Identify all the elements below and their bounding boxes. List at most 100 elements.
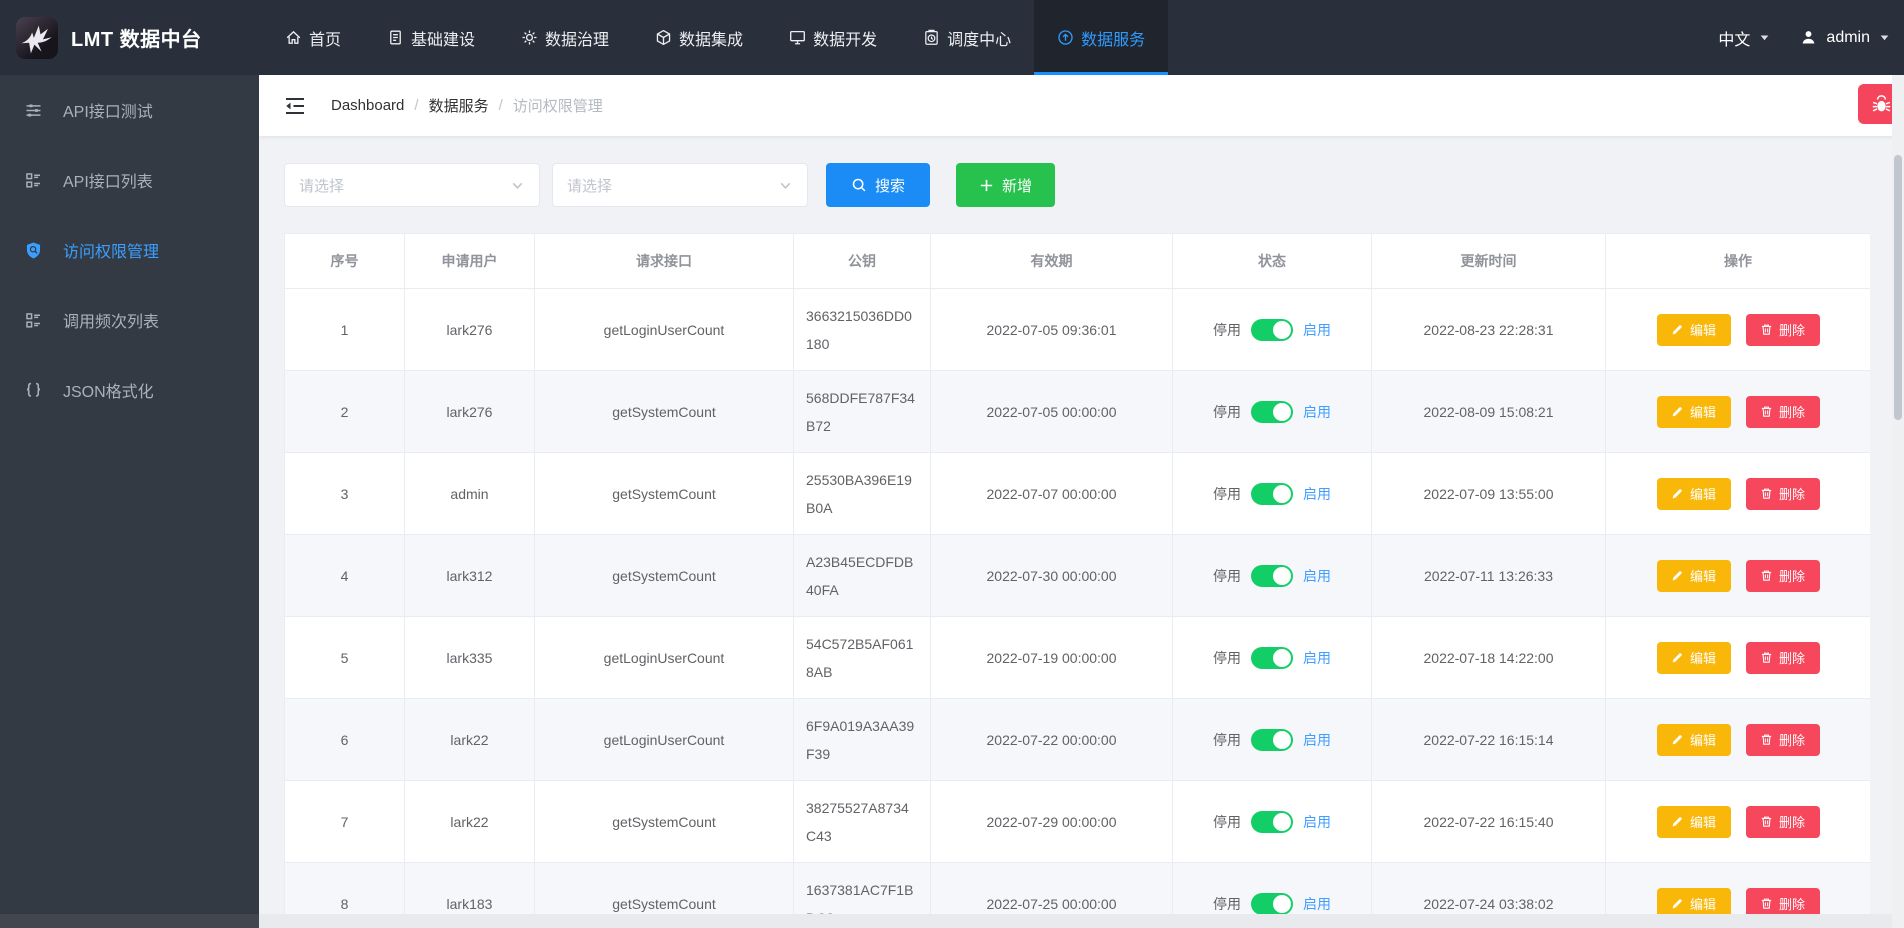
status-off-label: 停用: [1213, 649, 1241, 666]
cell-key: 3663215036DD0180: [793, 288, 931, 371]
sidebar-item-2[interactable]: API接口列表: [0, 145, 259, 215]
status-control: 停用 启用: [1173, 400, 1371, 423]
nav-item-4[interactable]: 数据集成: [632, 0, 766, 75]
toggle-knob: [1273, 648, 1291, 667]
sidebar-item-1[interactable]: API接口测试: [0, 75, 259, 145]
cell-valid: 2022-07-05 00:00:00: [930, 370, 1173, 453]
edit-button[interactable]: 编辑: [1656, 313, 1731, 346]
cell-user: lark276: [404, 370, 535, 453]
nav-item-7[interactable]: 数据服务: [1034, 0, 1169, 75]
status-toggle[interactable]: [1251, 564, 1293, 587]
home-icon: [285, 29, 302, 46]
chevron-down-icon: [778, 178, 793, 193]
sidebar-item-label: 调用频次列表: [63, 314, 160, 331]
cell-user: lark276: [404, 288, 535, 371]
delete-button[interactable]: 删除: [1745, 887, 1820, 914]
delete-button-label: 删除: [1778, 733, 1805, 748]
cell-updated: 2022-07-22 16:15:14: [1371, 698, 1606, 781]
edit-button[interactable]: 编辑: [1656, 641, 1731, 674]
edit-button[interactable]: 编辑: [1656, 477, 1731, 510]
user-menu[interactable]: admin: [1800, 29, 1890, 47]
column-header-key: 公钥: [793, 233, 931, 289]
cell-api: getSystemCount: [534, 534, 794, 617]
status-toggle[interactable]: [1251, 728, 1293, 751]
horizontal-scrollbar[interactable]: [259, 914, 1892, 928]
cell-index: 2: [284, 370, 405, 453]
top-navbar: LMT 数据中台 首页 基础建设 数据治理 数据集成 数据开发 调度中心 数据服务 中文 a…: [0, 0, 1904, 75]
delete-button[interactable]: 删除: [1745, 395, 1820, 428]
breadcrumb-separator: /: [498, 97, 503, 114]
cell-user: lark335: [404, 616, 535, 699]
edit-button[interactable]: 编辑: [1656, 805, 1731, 838]
nav-item-label: 数据开发: [813, 31, 878, 49]
status-toggle[interactable]: [1251, 400, 1293, 423]
edit-button[interactable]: 编辑: [1656, 559, 1731, 592]
select-placeholder: 请选择: [299, 177, 345, 195]
cell-index: 8: [284, 862, 405, 914]
horizontal-scrollbar-left[interactable]: [0, 914, 259, 928]
sidebar-collapse-button[interactable]: [284, 96, 306, 116]
edit-button[interactable]: 编辑: [1656, 395, 1731, 428]
column-header-user: 申请用户: [404, 233, 535, 289]
pencil-icon: [1671, 405, 1684, 418]
delete-button[interactable]: 删除: [1745, 641, 1820, 674]
pencil-icon: [1671, 651, 1684, 664]
status-toggle[interactable]: [1251, 482, 1293, 505]
table-row: 3 admin getSystemCount 25530BA396E19B0A 2022…: [284, 452, 1870, 535]
cell-updated: 2022-07-18 14:22:00: [1371, 616, 1606, 699]
cell-api: getSystemCount: [534, 862, 794, 914]
cell-api: getLoginUserCount: [534, 616, 794, 699]
search-button[interactable]: 搜索: [826, 163, 930, 207]
cell-updated: 2022-07-11 13:26:33: [1371, 534, 1606, 617]
edit-button[interactable]: 编辑: [1656, 723, 1731, 756]
sidebar: API接口测试 API接口列表 访问权限管理调用频次列表 JSON格式化: [0, 75, 259, 914]
cell-status: 停用 启用: [1172, 780, 1372, 863]
vertical-scrollbar-thumb[interactable]: [1894, 155, 1902, 420]
cell-api: getLoginUserCount: [534, 288, 794, 371]
add-button[interactable]: 新增: [956, 163, 1055, 207]
status-on-label: 启用: [1303, 895, 1331, 912]
brand[interactable]: LMT 数据中台: [0, 0, 262, 75]
delete-button[interactable]: 删除: [1745, 723, 1820, 756]
vertical-scrollbar[interactable]: [1892, 75, 1904, 914]
sidebar-item-4[interactable]: 调用频次列表: [0, 285, 259, 355]
cell-user: admin: [404, 452, 535, 535]
status-toggle[interactable]: [1251, 810, 1293, 833]
nav-item-5[interactable]: 数据开发: [766, 0, 900, 75]
nav-item-2[interactable]: 基础建设: [364, 0, 498, 75]
delete-button-label: 删除: [1778, 815, 1805, 830]
filter-select-1[interactable]: 请选择: [284, 163, 540, 207]
delete-button[interactable]: 删除: [1745, 313, 1820, 346]
status-toggle[interactable]: [1251, 892, 1293, 914]
delete-button[interactable]: 删除: [1745, 477, 1820, 510]
delete-button[interactable]: 删除: [1745, 805, 1820, 838]
status-toggle[interactable]: [1251, 318, 1293, 341]
filter-select-2[interactable]: 请选择: [552, 163, 808, 207]
nav-item-label: 数据服务: [1081, 31, 1146, 49]
status-control: 停用 启用: [1173, 728, 1371, 751]
document-icon: [387, 29, 404, 46]
language-switcher[interactable]: 中文: [1718, 26, 1770, 50]
language-label: 中文: [1718, 31, 1751, 49]
sidebar-item-3[interactable]: 访问权限管理: [0, 215, 259, 285]
column-header-api: 请求接口: [534, 233, 794, 289]
edit-button[interactable]: 编辑: [1656, 887, 1731, 914]
status-toggle[interactable]: [1251, 646, 1293, 669]
nav-item-6[interactable]: 调度中心: [900, 0, 1034, 75]
table-row: 6 lark22 getLoginUserCount 6F9A019A3AA39F39…: [284, 698, 1870, 781]
table-row: 1 lark276 getLoginUserCount 3663215036DD018…: [284, 288, 1870, 371]
sidebar-item-5[interactable]: JSON格式化: [0, 355, 259, 425]
cell-valid: 2022-07-29 00:00:00: [930, 780, 1173, 863]
nav-item-1[interactable]: 首页: [262, 0, 364, 75]
row-actions: 编辑 删除: [1606, 395, 1870, 428]
nav-item-3[interactable]: 数据治理: [498, 0, 632, 75]
delete-button[interactable]: 删除: [1745, 559, 1820, 592]
status-on-label: 启用: [1303, 649, 1331, 666]
delete-button-label: 删除: [1778, 569, 1805, 584]
breadcrumb-item-1[interactable]: Dashboard: [331, 97, 405, 114]
breadcrumb-item-2[interactable]: 数据服务: [428, 98, 489, 115]
pencil-icon: [1671, 897, 1684, 910]
cell-user: lark183: [404, 862, 535, 914]
user-icon: [1800, 29, 1817, 46]
